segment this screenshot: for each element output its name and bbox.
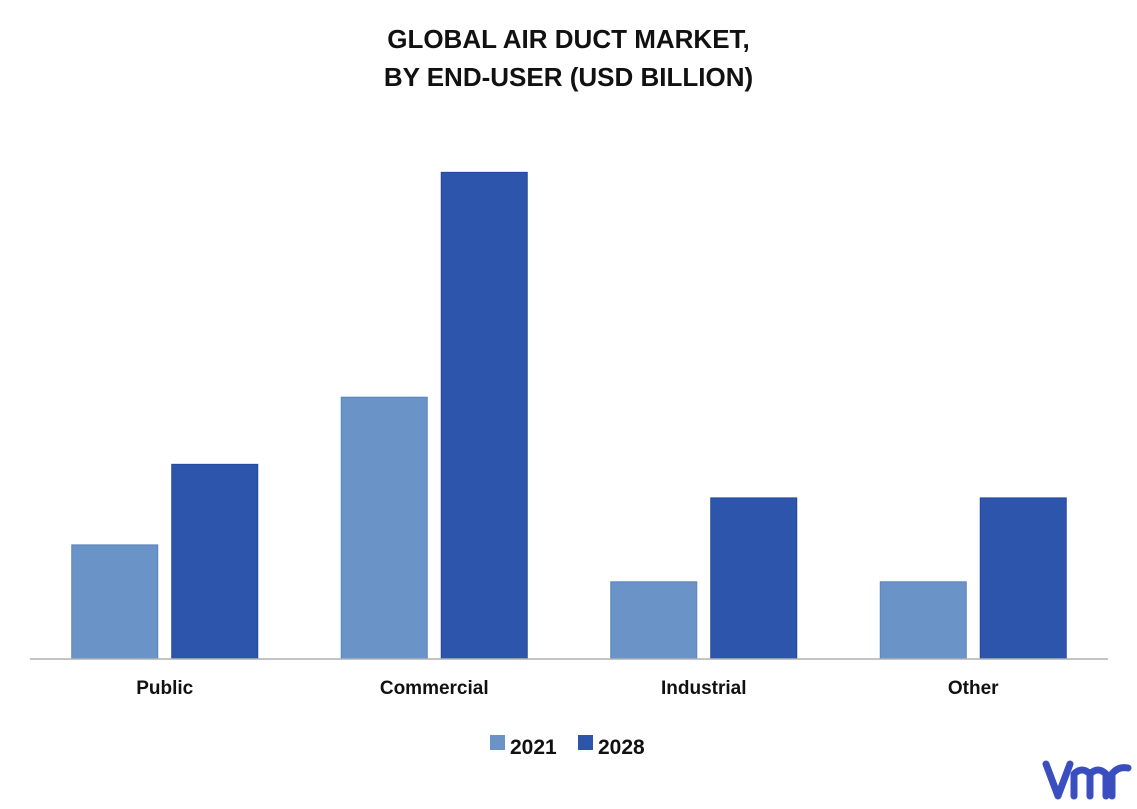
x-tick-labels: Public Commercial Industrial Other [136, 678, 999, 699]
bar-industrial-2021 [610, 581, 698, 660]
x-tick-label-industrial: Industrial [661, 678, 747, 699]
legend-label-2028: 2028 [598, 736, 645, 759]
x-tick-label-other: Other [948, 678, 999, 699]
legend-swatch-2028 [578, 735, 593, 750]
bar-other-2028 [979, 497, 1067, 660]
bars-group [71, 171, 1067, 660]
bar-commercial-2021 [340, 396, 428, 660]
x-tick-label-public: Public [136, 678, 193, 699]
bar-industrial-2028 [710, 497, 798, 660]
vmr-logo [1042, 760, 1132, 800]
chart-title: GLOBAL AIR DUCT MARKET, BY END-USER (USD… [0, 20, 1137, 96]
chart-title-line-2: BY END-USER (USD BILLION) [383, 62, 754, 92]
bar-public-2021 [71, 544, 159, 660]
bar-other-2021 [879, 581, 967, 660]
legend-swatch-2021 [490, 735, 505, 750]
x-tick-label-commercial: Commercial [380, 678, 489, 699]
bar-commercial-2028 [440, 171, 528, 660]
legend-label-2021: 2021 [510, 736, 557, 759]
vmr-logo-mark [1042, 760, 1132, 800]
chart-title-line-1: GLOBAL AIR DUCT MARKET, [387, 24, 750, 54]
bar-public-2028 [171, 463, 259, 660]
legend: 2021 2028 [490, 735, 645, 759]
